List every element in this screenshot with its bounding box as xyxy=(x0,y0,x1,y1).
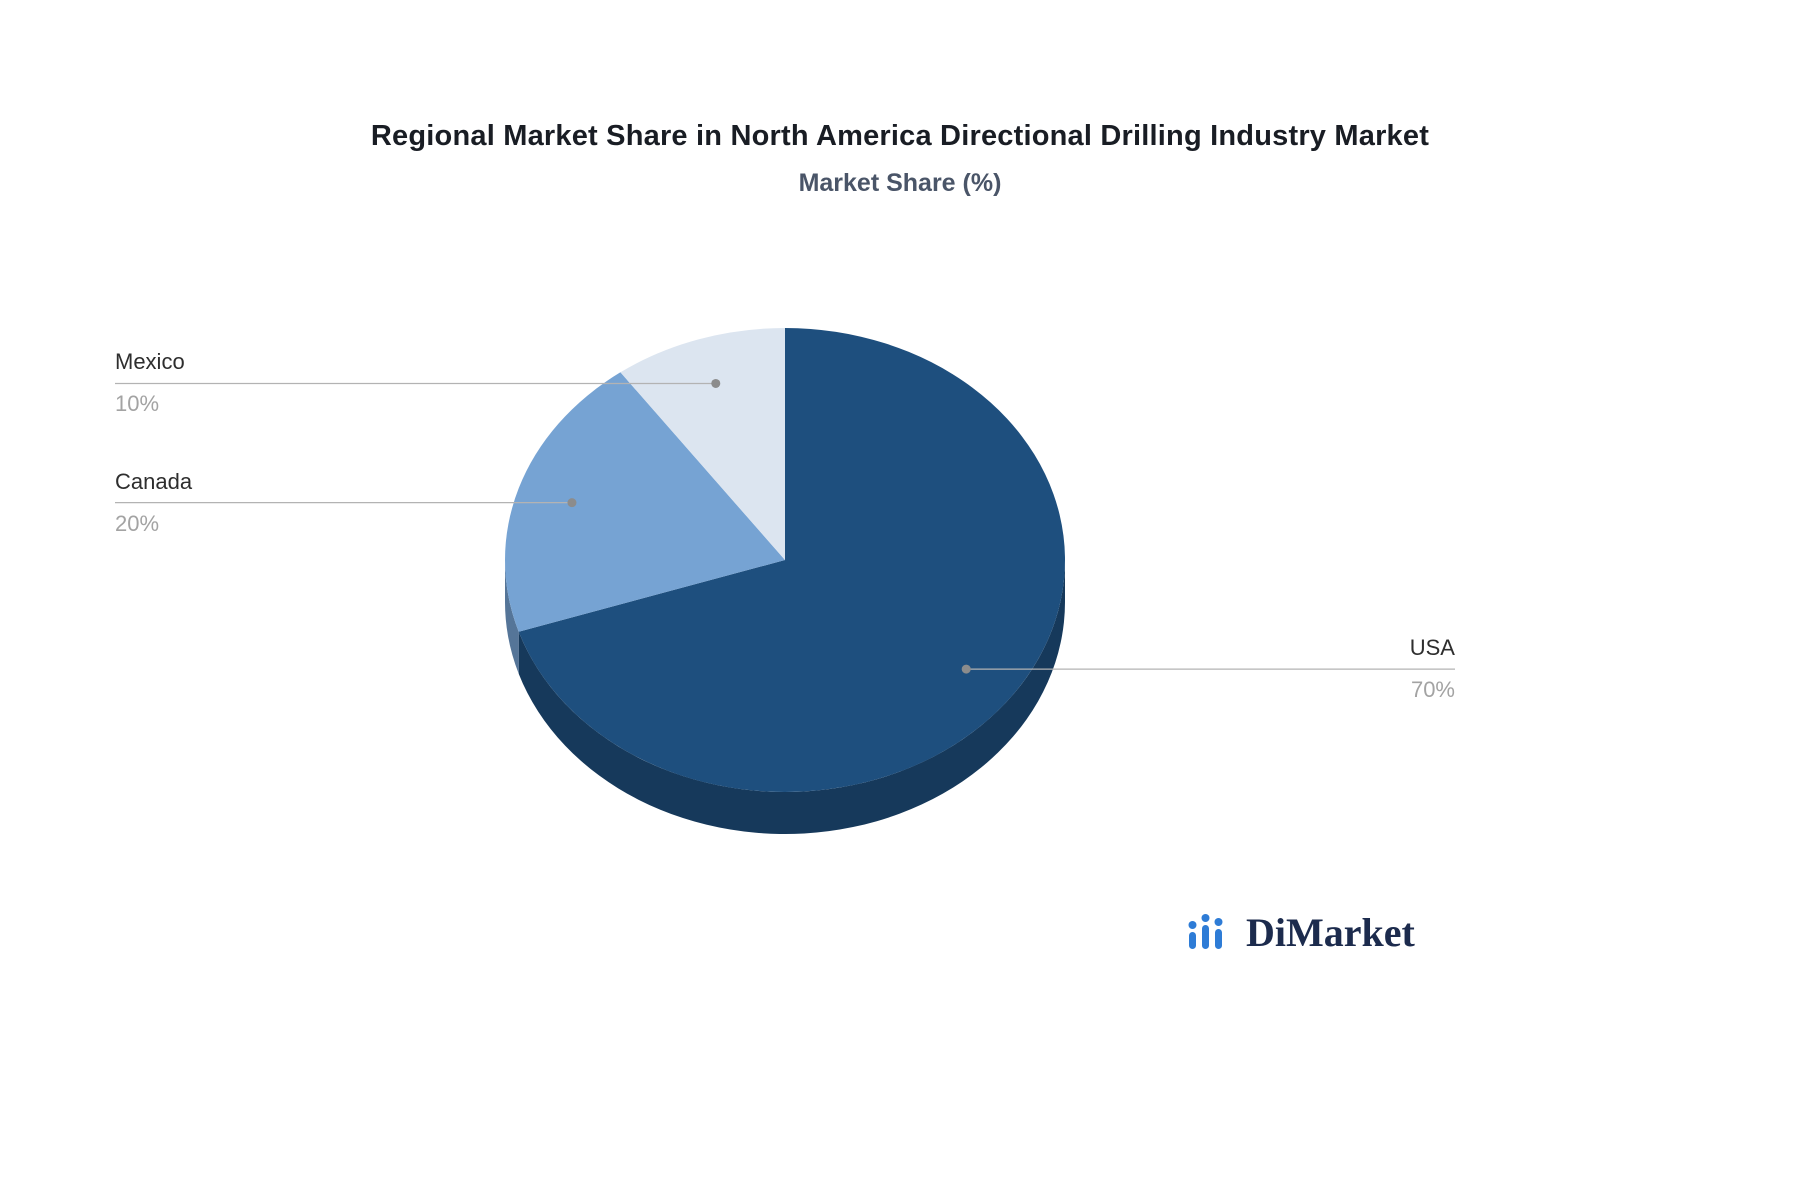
brand-name: DiMarket xyxy=(1246,909,1415,955)
pie-slice-side-usa xyxy=(518,560,1065,834)
brand-logo: DiMarket xyxy=(1185,903,1415,961)
pie-label-name-mexico: Mexico xyxy=(115,349,185,375)
callout-dot-usa xyxy=(961,664,971,674)
chart-subtitle: Market Share (%) xyxy=(798,169,1002,197)
pie-slice-canada xyxy=(505,372,785,632)
callout-dot-mexico xyxy=(711,378,721,388)
pie-slice-usa xyxy=(518,328,1066,793)
pie-label-name-usa: USA xyxy=(1409,635,1455,661)
callout-dot-canada xyxy=(567,498,577,508)
pie-slice-side-canada xyxy=(505,560,519,674)
pie-slice-mexico xyxy=(620,328,785,560)
pie-label-name-canada: Canada xyxy=(115,468,193,494)
bar-chart-logo-icon xyxy=(1188,914,1223,949)
pie-label-value-usa: 70% xyxy=(1410,677,1455,703)
pie-label-value-mexico: 10% xyxy=(115,391,160,417)
pie-label-value-canada: 20% xyxy=(115,510,160,536)
chart-title: Regional Market Share in North America D… xyxy=(370,120,1430,152)
